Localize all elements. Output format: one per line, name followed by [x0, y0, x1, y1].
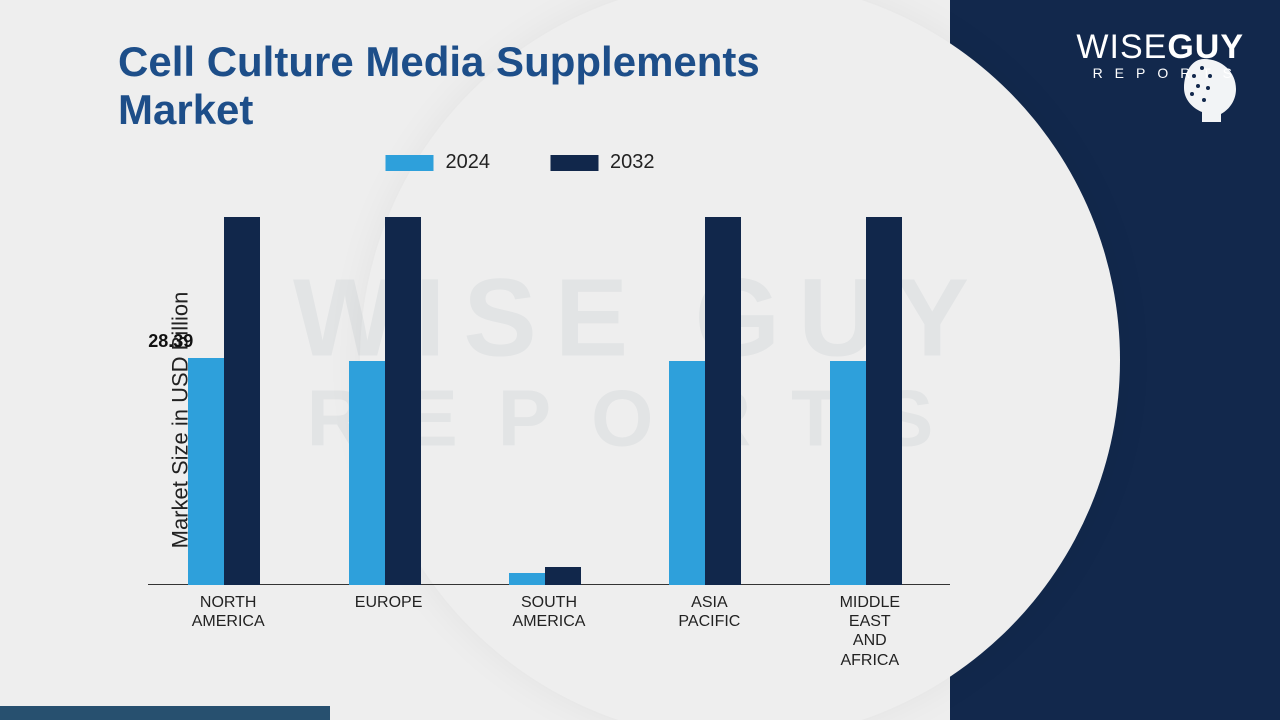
legend-label-2032: 2032 [610, 151, 655, 174]
page-title: Cell Culture Media Supplements Market [118, 38, 838, 135]
bar [669, 361, 705, 585]
x-axis-label: NORTHAMERICA [158, 593, 298, 631]
x-axis-label: EUROPE [319, 593, 459, 612]
data-label: 28.39 [148, 331, 193, 352]
bar [349, 361, 385, 585]
legend-swatch-2032 [550, 155, 598, 171]
bar [509, 573, 545, 585]
legend-item-2032: 2032 [550, 151, 655, 174]
legend-swatch-2024 [386, 155, 434, 171]
bottom-accent-bar [0, 706, 330, 720]
bar [545, 567, 581, 585]
bar [866, 217, 902, 585]
bar-chart: Market Size in USD Billion 2024 2032 28.… [90, 155, 950, 685]
bar [385, 217, 421, 585]
legend: 2024 2032 [386, 151, 655, 174]
legend-label-2024: 2024 [446, 151, 491, 174]
bar [188, 358, 224, 585]
logo-word-wise: WISE [1076, 28, 1167, 66]
chart-canvas: WISE GUY REPORTS WISEGUY REPORTS Cell Cu… [0, 0, 1280, 720]
x-axis-label: ASIAPACIFIC [639, 593, 779, 631]
bar [224, 217, 260, 585]
x-axis-label: MIDDLEEASTANDAFRICA [800, 593, 940, 670]
head-icon [1174, 54, 1244, 124]
bar [830, 361, 866, 585]
legend-item-2024: 2024 [386, 151, 491, 174]
x-axis-label: SOUTHAMERICA [479, 593, 619, 631]
brand-logo: WISEGUY REPORTS [1076, 28, 1244, 81]
plot-area: 28.39 [148, 185, 950, 585]
bar [705, 217, 741, 585]
